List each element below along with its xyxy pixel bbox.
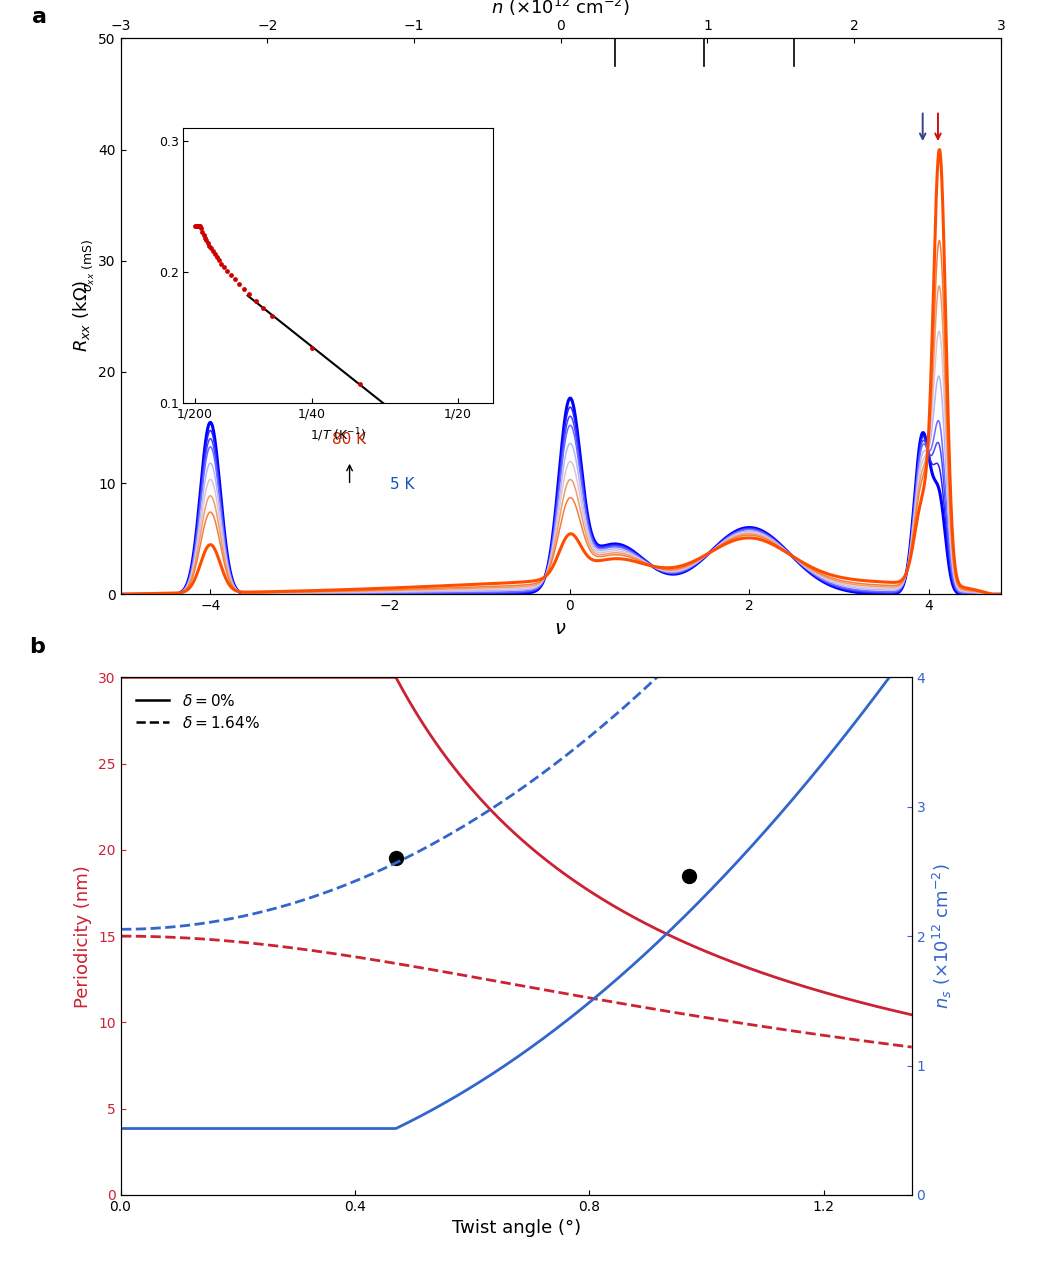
- Y-axis label: $R_{xx}$ (k$\Omega$): $R_{xx}$ (k$\Omega$): [71, 280, 92, 353]
- Text: 80 K: 80 K: [331, 432, 366, 447]
- Point: [196, 227, 213, 248]
- Point: [189, 216, 205, 236]
- Point: [190, 216, 206, 236]
- Text: a: a: [32, 8, 47, 27]
- Point: [264, 305, 281, 326]
- Point: [191, 216, 208, 236]
- Text: 5 K: 5 K: [390, 477, 415, 492]
- X-axis label: $1/T$ (K$^{-1}$): $1/T$ (K$^{-1}$): [310, 426, 366, 443]
- Point: [189, 216, 205, 236]
- Legend: $\delta = 0\%$, $\delta = 1.64\%$: $\delta = 0\%$, $\delta = 1.64\%$: [128, 685, 267, 739]
- X-axis label: Twist angle (°): Twist angle (°): [452, 1219, 581, 1237]
- Point: [303, 339, 320, 359]
- Point: [388, 849, 405, 869]
- Point: [219, 261, 236, 281]
- Point: [194, 221, 211, 242]
- Point: [213, 253, 230, 273]
- Point: [195, 225, 212, 245]
- Point: [204, 242, 221, 262]
- Point: [422, 420, 439, 441]
- Point: [231, 273, 247, 294]
- Point: [391, 400, 408, 420]
- X-axis label: $n$ ($\times10^{12}$ cm$^{-2}$): $n$ ($\times10^{12}$ cm$^{-2}$): [492, 0, 630, 18]
- Point: [187, 216, 203, 236]
- Point: [199, 233, 216, 253]
- Point: [255, 298, 271, 318]
- Point: [247, 290, 264, 311]
- Point: [202, 238, 219, 258]
- Point: [216, 257, 233, 277]
- Point: [352, 373, 369, 394]
- Point: [222, 265, 239, 285]
- Point: [198, 230, 215, 250]
- Y-axis label: $\sigma_{xx}$ (mS): $\sigma_{xx}$ (mS): [81, 239, 96, 291]
- Point: [193, 217, 210, 238]
- Point: [680, 865, 697, 886]
- Text: b: b: [29, 636, 45, 657]
- Point: [209, 247, 225, 267]
- X-axis label: $\nu$: $\nu$: [554, 619, 567, 638]
- Point: [192, 216, 209, 236]
- Point: [241, 284, 258, 304]
- Point: [201, 235, 218, 256]
- Point: [226, 268, 243, 289]
- Point: [211, 250, 227, 271]
- Y-axis label: Periodicity (nm): Periodicity (nm): [74, 865, 92, 1007]
- Y-axis label: $n_s$ ($\times10^{12}$ cm$^{-2}$): $n_s$ ($\times10^{12}$ cm$^{-2}$): [931, 863, 954, 1010]
- Point: [188, 216, 204, 236]
- Point: [450, 436, 466, 456]
- Point: [206, 244, 223, 265]
- Point: [236, 279, 253, 299]
